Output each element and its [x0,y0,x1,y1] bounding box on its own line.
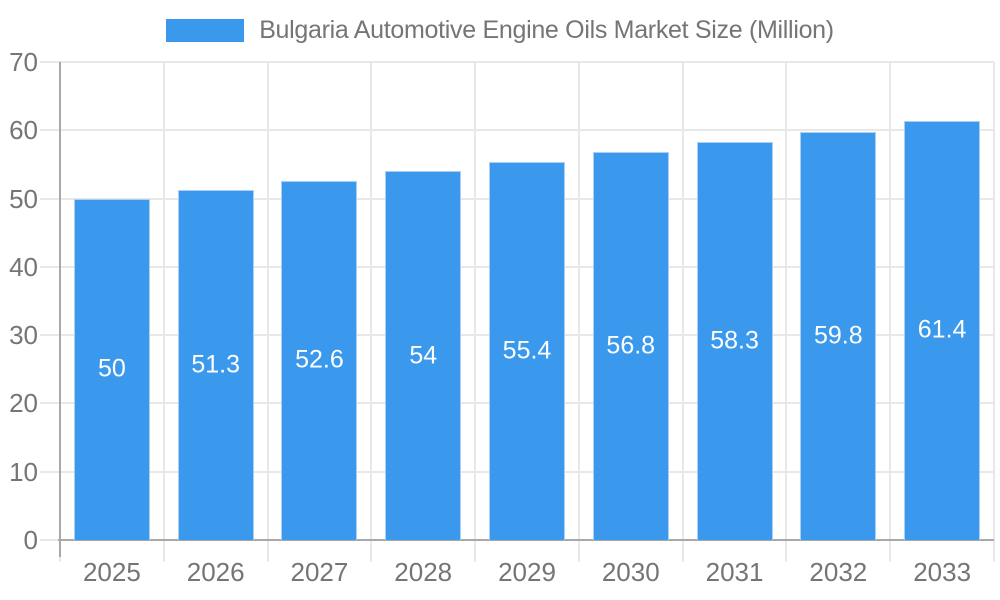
x-axis-label: 2028 [394,557,453,587]
x-axis-label: 2025 [82,557,141,587]
bar-value-label: 56.8 [606,331,656,360]
bar-2026[interactable] [177,189,254,540]
legend-label: Bulgaria Automotive Engine Oils Market S… [259,16,834,44]
x-axis-label: 2031 [705,557,764,587]
legend: Bulgaria Automotive Engine Oils Market S… [0,16,1000,45]
y-axis-label: 10 [9,456,38,487]
bar-value-label: 51.3 [191,350,240,379]
y-axis-label: 40 [9,251,38,282]
y-axis-label: 20 [9,388,38,419]
bar-2030[interactable] [592,152,669,540]
bar-2028[interactable] [385,171,462,540]
bar-2032[interactable] [800,131,877,540]
bar-value-label: 59.8 [813,321,863,350]
x-axis-label: 2029 [498,557,556,587]
gridline-h [40,129,994,132]
y-axis-label: 70 [9,47,38,77]
gridline-v [474,62,477,562]
gridline-v [162,62,165,562]
gridline-v [993,62,995,562]
bar-value-label: 61.4 [917,315,967,344]
gridline-v [889,62,892,562]
x-axis-line [58,539,994,541]
y-axis-label: 60 [9,115,38,146]
bar-value-label: 52.6 [295,345,344,374]
x-axis-label: 2026 [186,557,245,587]
x-axis-label: 2032 [809,557,868,587]
y-axis-label: 0 [23,525,38,555]
bar-value-label: 50 [97,354,126,383]
gridline-v [785,62,788,562]
bar-value-label: 54 [409,341,438,370]
legend-item[interactable]: Bulgaria Automotive Engine Oils Market S… [166,16,834,45]
y-axis-label: 30 [9,320,38,351]
gridline-v [681,62,684,562]
legend-swatch [166,19,245,42]
y-axis-line [59,62,61,557]
gridline-v [577,62,580,562]
bar-value-label: 58.3 [710,326,759,355]
bar-2033[interactable] [904,120,981,540]
bar-value-label: 55.4 [502,336,552,365]
bar-2029[interactable] [489,161,565,540]
gridline-h [40,61,994,63]
y-axis-label: 50 [9,183,38,214]
x-axis-label: 2030 [601,557,660,587]
gridline-v [266,62,269,562]
x-axis-label: 2027 [290,557,349,587]
bar-2031[interactable] [696,141,773,540]
x-axis-label: 2033 [913,557,972,587]
bar-2027[interactable] [281,180,358,540]
bar-2025[interactable] [73,198,150,540]
gridline-v [370,62,373,562]
